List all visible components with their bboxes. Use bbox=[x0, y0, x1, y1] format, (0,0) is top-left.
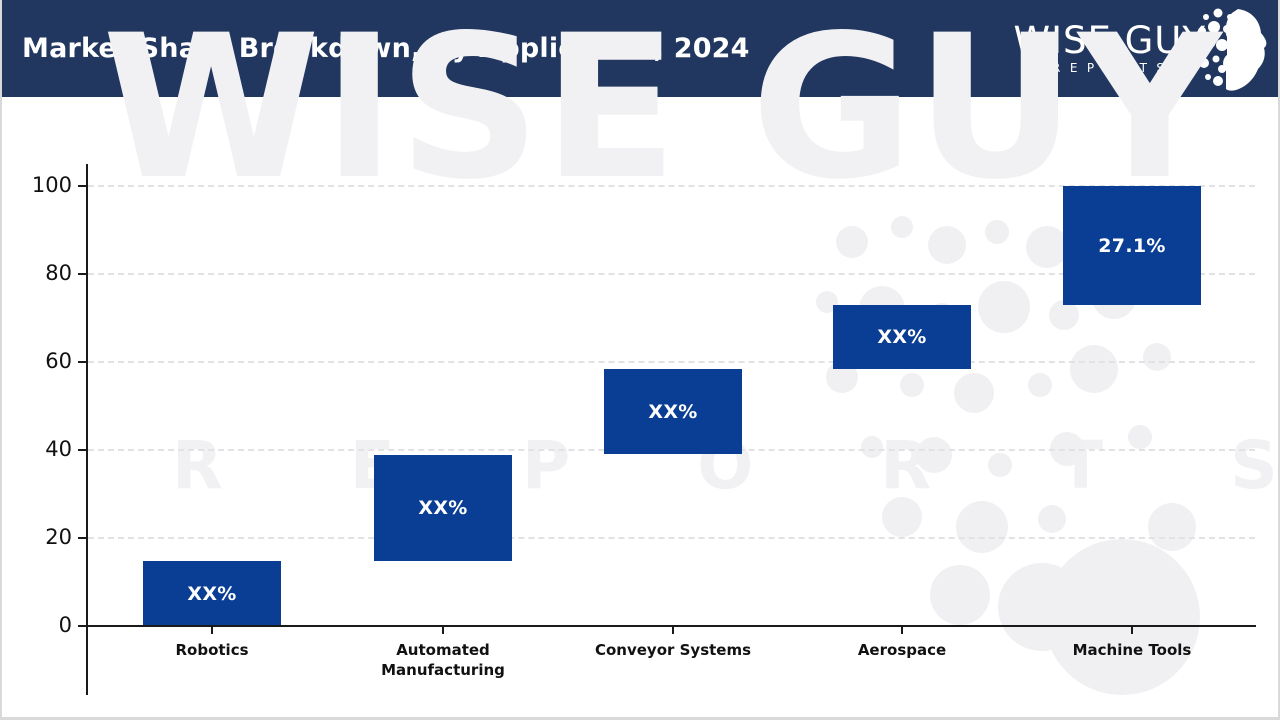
y-tick-label: 0 bbox=[58, 613, 72, 637]
gridline-20 bbox=[88, 537, 1255, 539]
y-tick-label: 20 bbox=[45, 525, 72, 549]
y-tick-label: 60 bbox=[45, 349, 72, 373]
x-tick-mark bbox=[901, 627, 903, 634]
y-tick-label: 40 bbox=[45, 437, 72, 461]
x-category-label: Conveyor Systems bbox=[594, 641, 752, 659]
wiseguy-head-icon bbox=[1197, 8, 1267, 91]
logo-subtext: REPORTS bbox=[1052, 61, 1174, 75]
wiseguy-logo: WISE GUY REPORTS bbox=[1014, 7, 1268, 91]
bar-value-label: XX% bbox=[648, 400, 698, 423]
y-tick-mark bbox=[78, 625, 87, 627]
bar-aerospace: XX% bbox=[833, 304, 971, 369]
y-tick-mark bbox=[78, 537, 87, 539]
y-tick-mark bbox=[78, 185, 87, 187]
x-category-label: Automated Manufacturing bbox=[381, 641, 505, 680]
x-tick-mark bbox=[211, 627, 213, 634]
x-tick-mark bbox=[672, 627, 674, 634]
gridline-60 bbox=[88, 361, 1255, 363]
x-tick-mark bbox=[1131, 627, 1133, 634]
bar-value-label: XX% bbox=[877, 325, 927, 348]
bar-automated-manufacturing: XX% bbox=[374, 455, 512, 562]
y-tick-label: 80 bbox=[45, 261, 72, 285]
gridline-80 bbox=[88, 273, 1255, 275]
logo-text: WISE GUY REPORTS bbox=[1014, 22, 1206, 75]
bar-conveyor-systems: XX% bbox=[604, 369, 742, 455]
header-bar: Market Share Breakdown, By Application, … bbox=[2, 0, 1278, 97]
y-axis-line bbox=[86, 164, 88, 695]
x-axis-line bbox=[86, 625, 1256, 627]
y-tick-label: 100 bbox=[31, 173, 72, 197]
watermark-wordmark: WISE GUY bbox=[102, 0, 1224, 223]
y-tick-mark bbox=[78, 361, 87, 363]
watermark-head-dots-icon bbox=[816, 216, 1200, 695]
y-tick-mark bbox=[78, 273, 87, 275]
x-category-label: Machine Tools bbox=[1072, 641, 1192, 659]
bar-robotics: XX% bbox=[143, 561, 281, 626]
logo-wordmark: WISE GUY bbox=[1013, 19, 1206, 62]
bar-value-label: XX% bbox=[187, 582, 237, 605]
bar-value-label: 27.1% bbox=[1098, 234, 1166, 257]
x-category-label: Aerospace bbox=[857, 641, 947, 659]
gridline-100 bbox=[88, 185, 1255, 187]
page-title: Market Share Breakdown, By Application, … bbox=[22, 33, 750, 64]
bar-machine-tools: 27.1% bbox=[1063, 186, 1201, 306]
x-category-label: Robotics bbox=[175, 641, 249, 659]
bar-value-label: XX% bbox=[418, 497, 468, 520]
x-tick-mark bbox=[442, 627, 444, 634]
y-tick-mark bbox=[78, 449, 87, 451]
